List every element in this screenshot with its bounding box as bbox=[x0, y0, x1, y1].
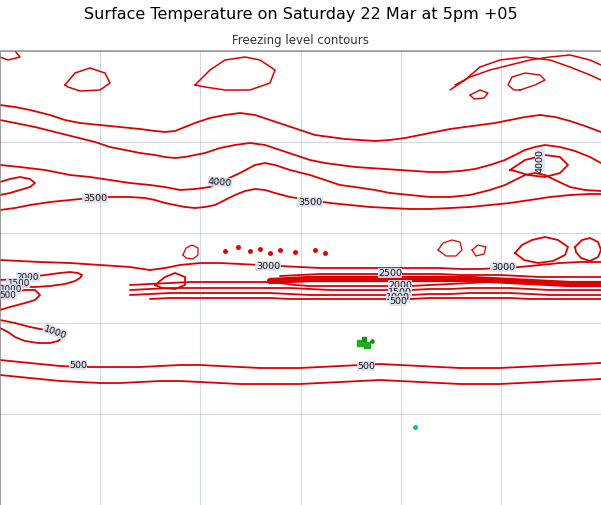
Text: 2000: 2000 bbox=[388, 281, 412, 290]
Text: 3500: 3500 bbox=[298, 198, 322, 207]
Text: 3000: 3000 bbox=[256, 262, 280, 271]
Text: 3000: 3000 bbox=[491, 263, 515, 272]
Text: 500: 500 bbox=[69, 361, 87, 370]
Text: 2500: 2500 bbox=[378, 269, 402, 278]
Text: 1000: 1000 bbox=[386, 293, 410, 302]
Text: 1000: 1000 bbox=[0, 285, 21, 294]
Text: Surface Temperature on Saturday 22 Mar at 5pm +05: Surface Temperature on Saturday 22 Mar a… bbox=[84, 7, 517, 22]
Text: Freezing level contours: Freezing level contours bbox=[232, 34, 369, 47]
Text: 2000: 2000 bbox=[17, 273, 39, 282]
Text: 3500: 3500 bbox=[83, 194, 107, 203]
Text: 1500: 1500 bbox=[7, 279, 29, 288]
Text: 4000: 4000 bbox=[208, 177, 233, 188]
Text: 500: 500 bbox=[0, 291, 16, 300]
Text: 500: 500 bbox=[389, 297, 407, 306]
Text: 1500: 1500 bbox=[388, 288, 412, 297]
Text: 500: 500 bbox=[357, 362, 375, 371]
Text: 1000: 1000 bbox=[42, 324, 68, 341]
Text: 4000: 4000 bbox=[535, 148, 545, 173]
